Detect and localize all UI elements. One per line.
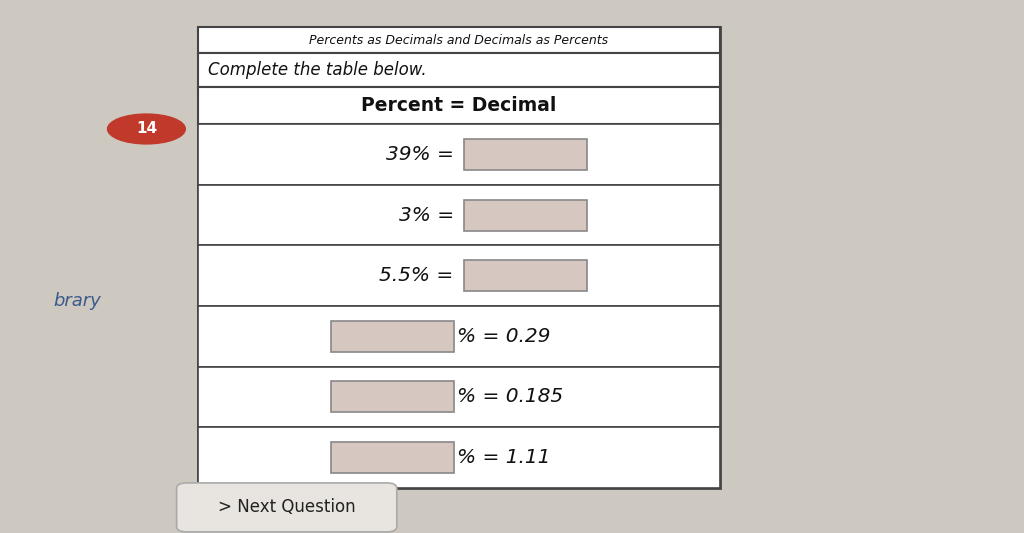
Text: 14: 14 [136, 122, 157, 136]
Bar [198, 185, 720, 246]
Text: 5.5% =: 5.5% = [379, 266, 454, 285]
Bar [331, 321, 454, 352]
Bar [331, 382, 454, 413]
Bar [464, 260, 587, 291]
Bar [198, 427, 720, 488]
FancyBboxPatch shape [177, 483, 397, 532]
Bar [198, 124, 720, 185]
Bar [464, 139, 587, 170]
Text: Percents as Decimals and Decimals as Percents: Percents as Decimals and Decimals as Per… [309, 34, 608, 46]
Text: % = 0.185: % = 0.185 [457, 387, 563, 406]
Bar [198, 27, 720, 53]
Text: % = 0.29: % = 0.29 [457, 327, 550, 346]
Bar [198, 367, 720, 427]
Text: % = 1.11: % = 1.11 [457, 448, 550, 467]
Bar [198, 27, 720, 488]
Text: Percent = Decimal: Percent = Decimal [361, 96, 556, 115]
Bar [198, 306, 720, 367]
Text: 39% =: 39% = [386, 145, 454, 164]
Bar [198, 246, 720, 306]
Bar [464, 200, 587, 231]
Bar [198, 86, 720, 124]
Bar [331, 442, 454, 473]
Text: brary: brary [53, 292, 101, 310]
Ellipse shape [108, 114, 185, 144]
Text: > Next Question: > Next Question [218, 498, 355, 516]
Text: 3% =: 3% = [398, 206, 454, 225]
Text: Complete the table below.: Complete the table below. [208, 61, 427, 79]
Bar [198, 53, 720, 86]
